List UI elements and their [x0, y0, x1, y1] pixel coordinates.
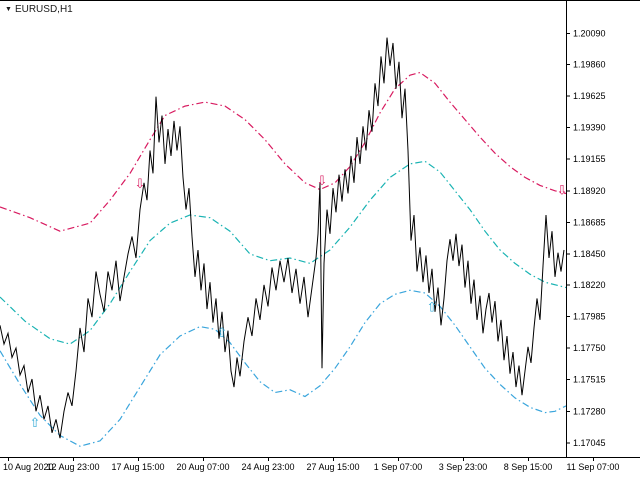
price-axis[interactable]: 1.20090 1.19860 1.19625 1.19390 1.19155 1.189… [566, 0, 606, 457]
time-axis-label: 1 Sep 07:00 [374, 462, 423, 472]
price-axis-label: 1.17750 [573, 343, 606, 353]
price-axis-label: 1.17045 [573, 438, 606, 448]
trade-markers: ⇩ ⇩ ⇩ ⇧ ⇧ ⇧ [30, 173, 568, 430]
symbol-label-text: EURUSD,H1 [14, 4, 73, 15]
price-axis-label: 1.17280 [573, 406, 606, 416]
time-axis-label: 10 Aug 2020 [3, 462, 54, 472]
upper-band [0, 71, 567, 232]
price-axis-label: 1.17985 [573, 312, 606, 322]
time-axis-label: 17 Aug 15:00 [111, 462, 164, 472]
sell-arrow-icon: ⇩ [557, 183, 568, 198]
lower-band [0, 289, 567, 447]
buy-arrow-icon: ⇧ [217, 325, 228, 340]
price-axis-label: 1.18450 [573, 249, 606, 259]
price-series [0, 37, 565, 439]
time-axis-label: 27 Aug 15:00 [306, 462, 359, 472]
price-axis-label: 1.18685 [573, 217, 606, 227]
time-axis-label: 24 Aug 23:00 [241, 462, 294, 472]
band-series [0, 71, 567, 447]
chevron-down-icon[interactable]: ▼ [5, 6, 12, 13]
time-axis-label: 12 Aug 23:00 [46, 462, 99, 472]
price-axis-label: 1.18220 [573, 280, 606, 290]
price-axis-label: 1.19390 [573, 123, 606, 133]
buy-arrow-icon: ⇧ [427, 299, 438, 314]
time-axis-label: 20 Aug 07:00 [176, 462, 229, 472]
price-axis-label: 1.19860 [573, 60, 606, 70]
price-axis-label: 1.20090 [573, 29, 606, 39]
sell-arrow-icon: ⇩ [135, 176, 146, 191]
sell-arrow-icon: ⇩ [317, 173, 328, 188]
price-axis-label: 1.19625 [573, 91, 606, 101]
price-axis-label: 1.18920 [573, 186, 606, 196]
middle-band [0, 160, 567, 345]
price-axis-label: 1.17515 [573, 375, 606, 385]
symbol-label[interactable]: ▼ EURUSD,H1 [5, 4, 73, 15]
time-axis-label: 3 Sep 23:00 [439, 462, 488, 472]
price-axis-label: 1.19155 [573, 154, 606, 164]
buy-arrow-icon: ⇧ [30, 415, 41, 430]
time-axis-label: 11 Sep 07:00 [567, 462, 620, 472]
time-axis-label: 8 Sep 15:00 [504, 462, 553, 472]
